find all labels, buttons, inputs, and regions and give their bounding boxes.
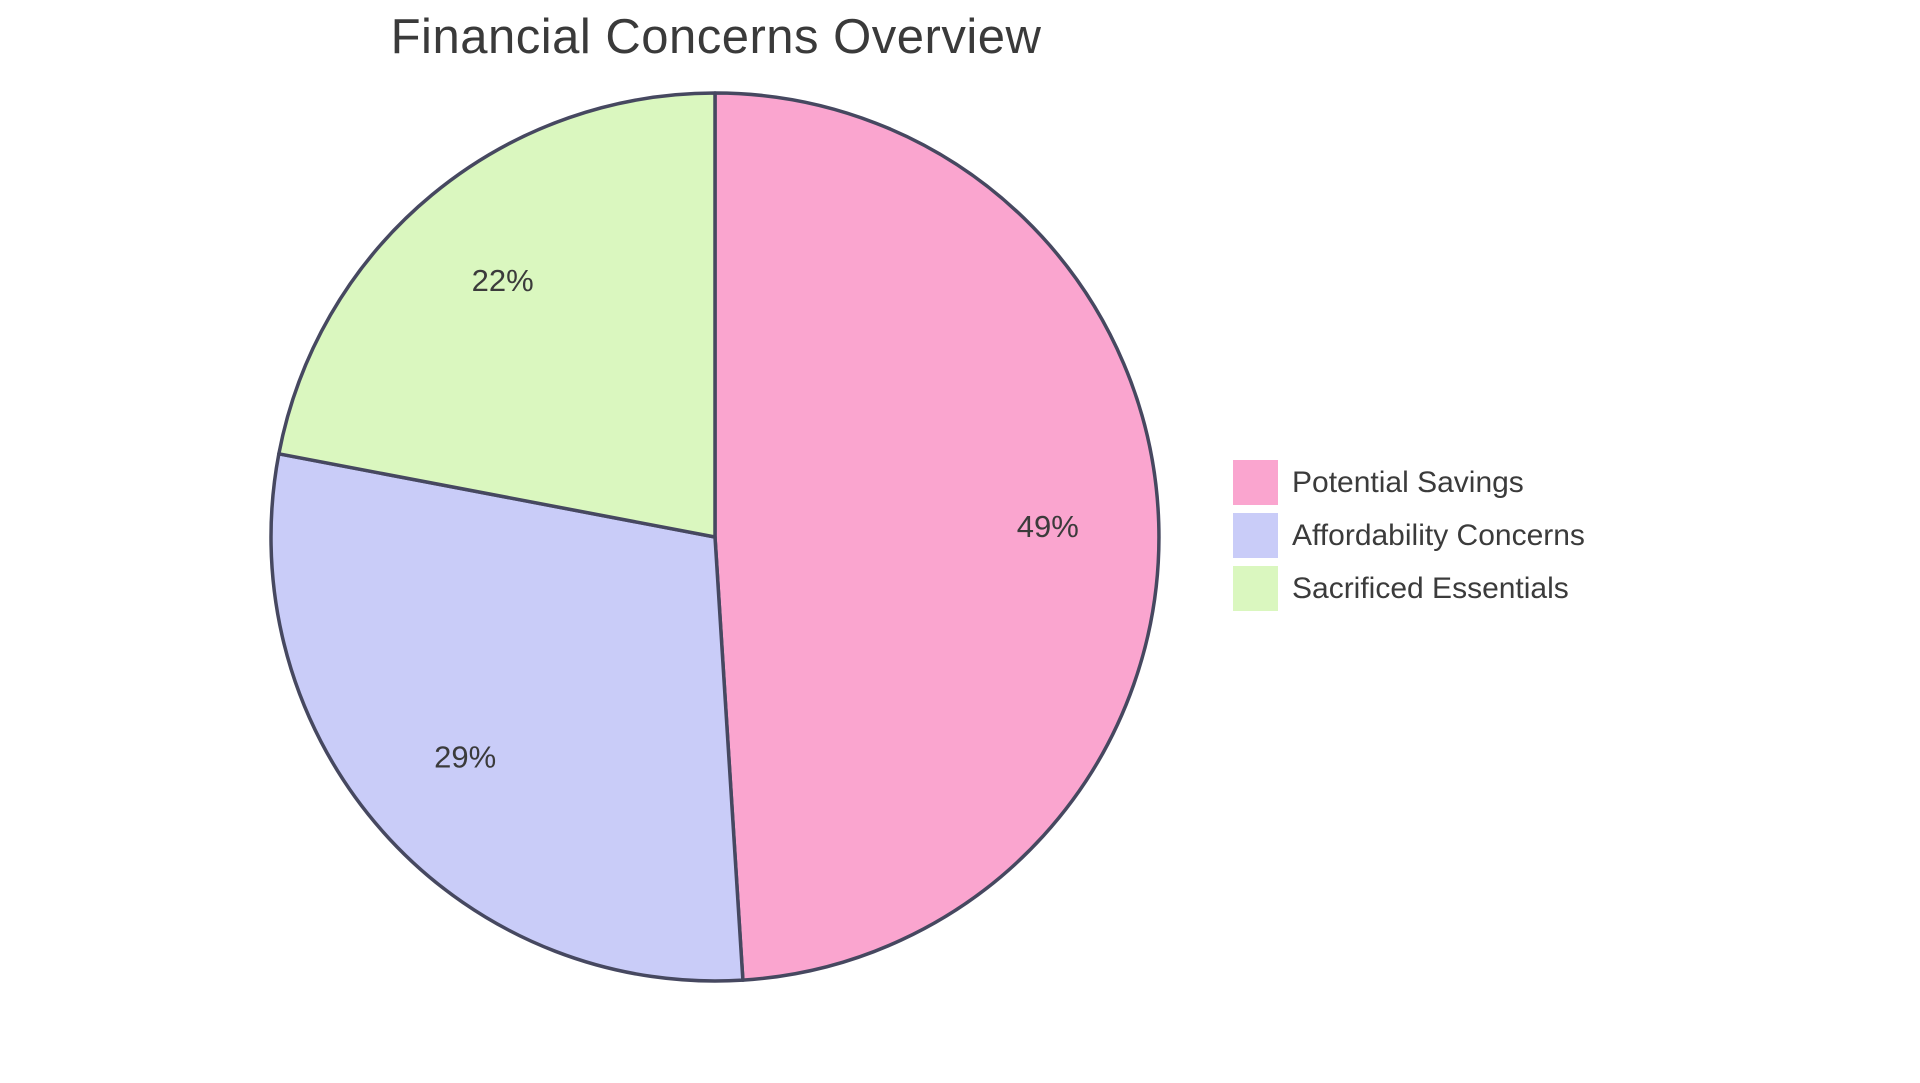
pie-slice-affordability-concerns: [269, 452, 745, 983]
legend-label: Sacrificed Essentials: [1292, 571, 1569, 605]
legend: Potential Savings Affordability Concerns…: [1233, 460, 1585, 611]
legend-label: Affordability Concerns: [1292, 518, 1585, 552]
chart-title: Financial Concerns Overview: [390, 10, 1042, 64]
legend-item: Potential Savings: [1233, 460, 1585, 505]
pie-slice-potential-savings: [713, 91, 1161, 982]
legend-swatch-icon: [1233, 566, 1278, 611]
legend-label: Potential Savings: [1292, 465, 1524, 499]
pie-slice-sacrificed-essentials: [277, 91, 717, 539]
pie-slice-percentage-label: 49%: [1017, 509, 1079, 544]
legend-swatch-icon: [1233, 460, 1278, 505]
legend-item: Sacrificed Essentials: [1233, 566, 1585, 611]
pie-slice-percentage-label: 29%: [434, 740, 496, 775]
pie-labels-group: 49% 29% 22%: [434, 263, 1079, 775]
pie-slices-group: [269, 91, 1161, 983]
pie-slice-percentage-label: 22%: [472, 263, 534, 298]
legend-swatch-icon: [1233, 513, 1278, 558]
legend-item: Affordability Concerns: [1233, 513, 1585, 558]
